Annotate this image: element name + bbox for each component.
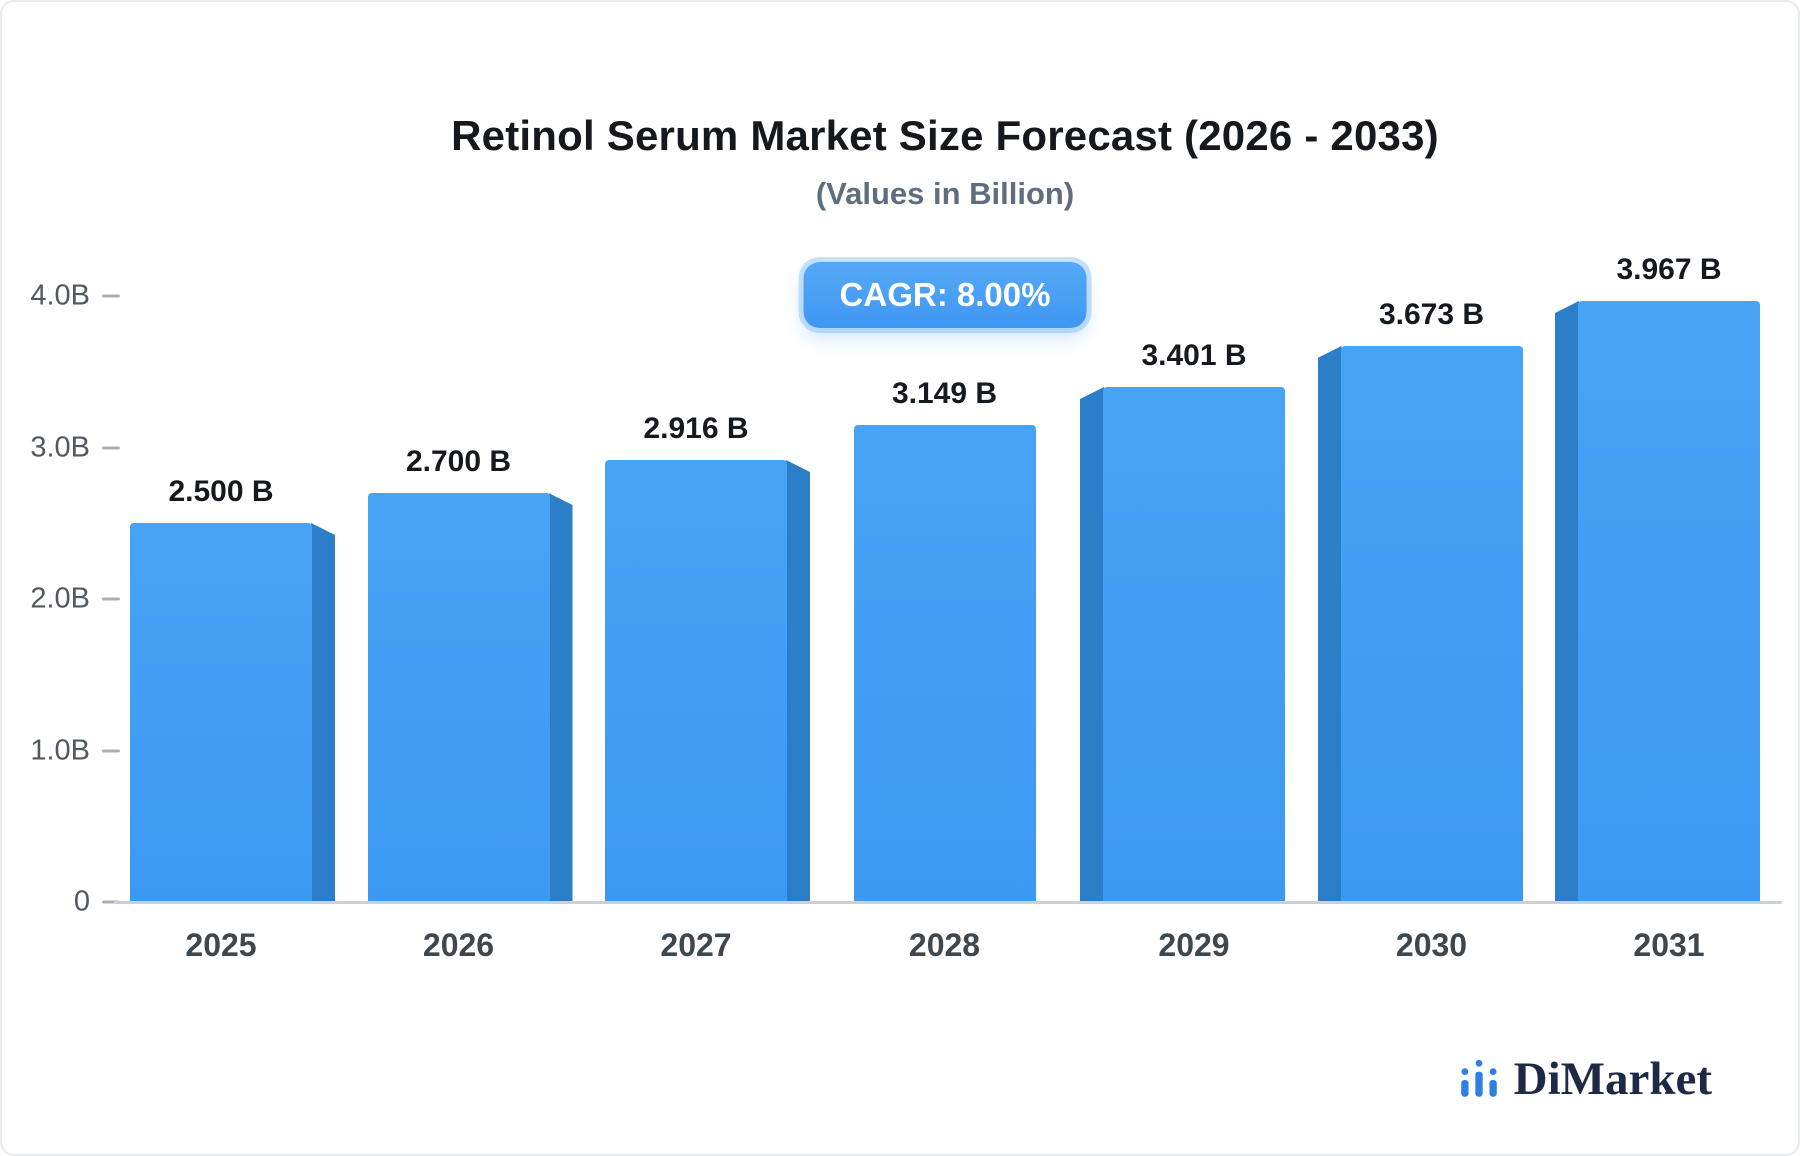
bar-value-label: 3.673 B bbox=[1378, 298, 1485, 331]
y-tick: 4.0B bbox=[30, 280, 120, 313]
bar-side-shade bbox=[786, 460, 810, 902]
y-tick: 1.0B bbox=[30, 734, 120, 767]
bar-group: 2.700 B 2026 bbox=[367, 296, 573, 963]
bar-value-label: 3.401 B bbox=[1141, 339, 1247, 372]
y-tick-label: 0 bbox=[73, 885, 90, 918]
bar-value-label: 3.967 B bbox=[1616, 253, 1722, 286]
bar-side-shade bbox=[311, 523, 335, 902]
bar bbox=[853, 425, 1036, 902]
y-tick-label: 2.0B bbox=[30, 582, 90, 615]
x-tick-label: 2029 bbox=[1158, 927, 1230, 963]
bar bbox=[1340, 346, 1523, 902]
y-axis: 0 1.0B 2.0B 3.0B 4.0B bbox=[10, 280, 120, 918]
y-tick: 2.0B bbox=[30, 583, 120, 616]
bar-value-label: 2.916 B bbox=[643, 412, 749, 445]
brand-logo: DiMarket bbox=[1456, 1056, 1712, 1103]
y-tick-mark bbox=[102, 446, 120, 449]
chart-subtitle: (Values in Billion) bbox=[815, 176, 1075, 211]
brand-logo-text: DiMarket bbox=[1513, 1053, 1712, 1105]
x-tick-label: 2027 bbox=[660, 927, 732, 963]
y-tick: 0 bbox=[74, 886, 120, 919]
bar-group: 3.673 B 2030 bbox=[1317, 296, 1523, 963]
x-tick-label: 2026 bbox=[422, 927, 495, 963]
bar-side-shade bbox=[548, 493, 573, 902]
bar-group: 2.916 B 2027 bbox=[605, 296, 810, 963]
bar-side-shade bbox=[1080, 387, 1104, 902]
bars: 2.500 B 2025 2.700 B 2026 2.916 B 2027 3.149 B… bbox=[130, 253, 1760, 963]
y-tick-mark bbox=[102, 597, 120, 601]
bar bbox=[130, 523, 312, 902]
bar bbox=[1103, 387, 1285, 902]
y-tick-label: 3.0B bbox=[30, 431, 90, 463]
bar-value-label: 2.500 B bbox=[168, 475, 274, 508]
x-tick-label: 2031 bbox=[1633, 927, 1705, 963]
y-tick-mark bbox=[102, 900, 120, 904]
bar-group: 3.967 B 2031 bbox=[1555, 253, 1760, 963]
bar bbox=[367, 493, 550, 902]
bar-group: 3.401 B 2029 bbox=[1080, 296, 1285, 963]
x-tick-label: 2025 bbox=[185, 927, 257, 963]
plot-area: 2.500 B 2025 2.700 B 2026 2.916 B 2027 3.149 B… bbox=[114, 253, 1782, 963]
bar-chart-icon bbox=[1460, 1059, 1497, 1097]
y-tick-label: 4.0B bbox=[30, 279, 90, 312]
y-tick-label: 1.0B bbox=[30, 734, 90, 766]
bar-value-label: 3.149 B bbox=[891, 377, 998, 410]
y-tick-mark bbox=[102, 294, 120, 298]
cagr-badge: CAGR: 8.00% bbox=[803, 262, 1087, 328]
y-tick: 3.0B bbox=[30, 431, 120, 464]
bar bbox=[1578, 301, 1760, 902]
y-tick-mark bbox=[102, 749, 120, 752]
bar-group: 3.149 B 2028 bbox=[843, 296, 1048, 963]
bar bbox=[605, 460, 787, 902]
bar-group: 2.500 B 2025 bbox=[130, 296, 335, 963]
x-tick-label: 2030 bbox=[1395, 927, 1468, 963]
bar-side-shade bbox=[1317, 346, 1342, 902]
x-tick-label: 2028 bbox=[908, 927, 981, 963]
bar-value-label: 2.700 B bbox=[405, 445, 512, 478]
bar-side-shade bbox=[1555, 301, 1579, 902]
x-axis-line bbox=[114, 901, 1782, 904]
chart-title: Retinol Serum Market Size Forecast (2026… bbox=[451, 112, 1439, 159]
